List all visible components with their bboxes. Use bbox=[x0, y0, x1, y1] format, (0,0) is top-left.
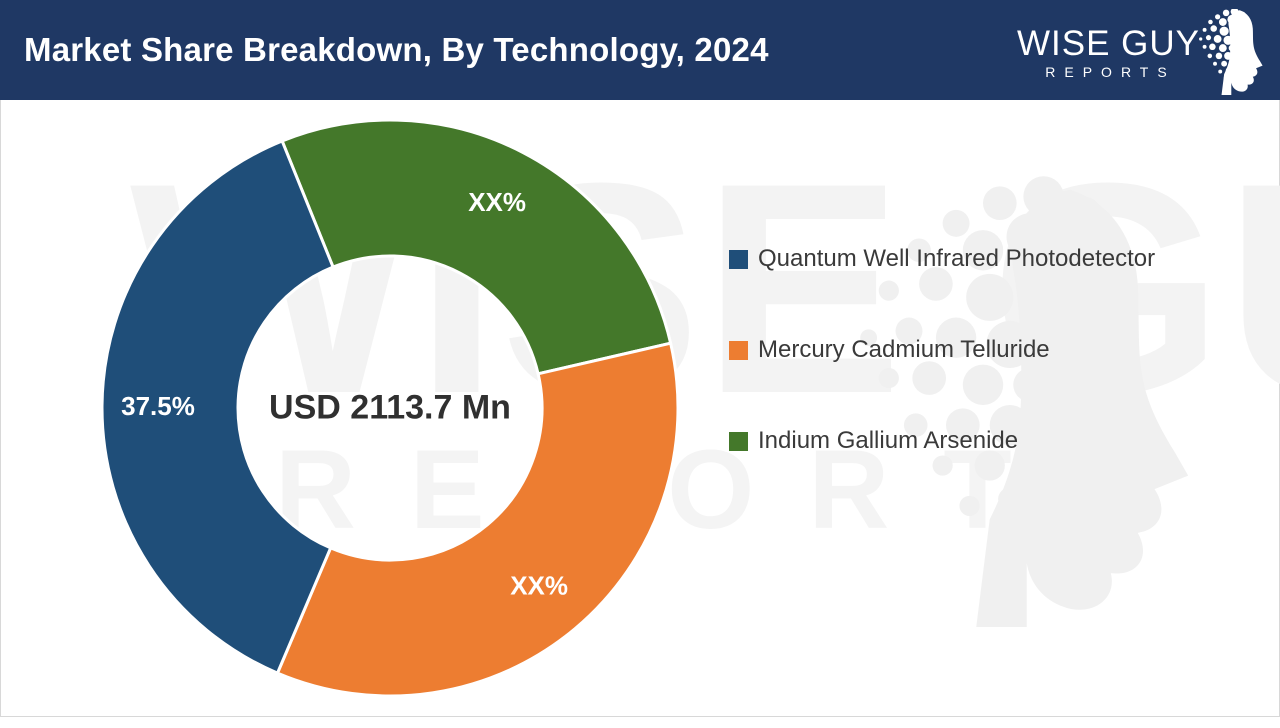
chart-center-value: USD 2113.7 Mn bbox=[269, 388, 511, 427]
segment-label: XX% bbox=[468, 187, 526, 217]
segment-label: 37.5% bbox=[121, 391, 195, 421]
face-profile-icon bbox=[1199, 9, 1263, 95]
logo-text: WISE GUY REPORTS bbox=[1017, 26, 1200, 79]
legend-item-indium-gallium: Indium Gallium Arsenide bbox=[729, 427, 1155, 455]
donut-chart: XX% XX% 37.5% bbox=[100, 118, 680, 698]
wise-guy-logo: WISE GUY REPORTS bbox=[1017, 6, 1266, 98]
header-bar: Market Share Breakdown, By Technology, 2… bbox=[0, 0, 1280, 100]
legend-item-quantum-well: Quantum Well Infrared Photodetector bbox=[729, 245, 1155, 273]
donut-segment bbox=[280, 118, 673, 376]
donut-segment bbox=[100, 139, 335, 675]
legend-label: Mercury Cadmium Telluride bbox=[758, 336, 1050, 363]
legend-item-mercury-cadmium: Mercury Cadmium Telluride bbox=[729, 336, 1155, 364]
legend-swatch-blue bbox=[729, 249, 748, 269]
legend-swatch-green bbox=[729, 431, 748, 451]
legend-label: Quantum Well Infrared Photodetector bbox=[758, 245, 1156, 272]
donut-segment bbox=[275, 341, 680, 698]
logo-name: WISE GUY bbox=[1016, 23, 1200, 63]
page-title: Market Share Breakdown, By Technology, 2… bbox=[24, 31, 769, 68]
legend-swatch-orange bbox=[729, 340, 748, 360]
content-area: WISE GUY REPORTS XX%XX%37.5% USD 2113.7 … bbox=[0, 100, 1280, 717]
logo-subtitle: REPORTS bbox=[1045, 63, 1176, 80]
chart-legend: Quantum Well Infrared Photodetector Merc… bbox=[729, 245, 1155, 455]
legend-label: Indium Gallium Arsenide bbox=[758, 427, 1019, 454]
segment-label: XX% bbox=[510, 571, 568, 601]
